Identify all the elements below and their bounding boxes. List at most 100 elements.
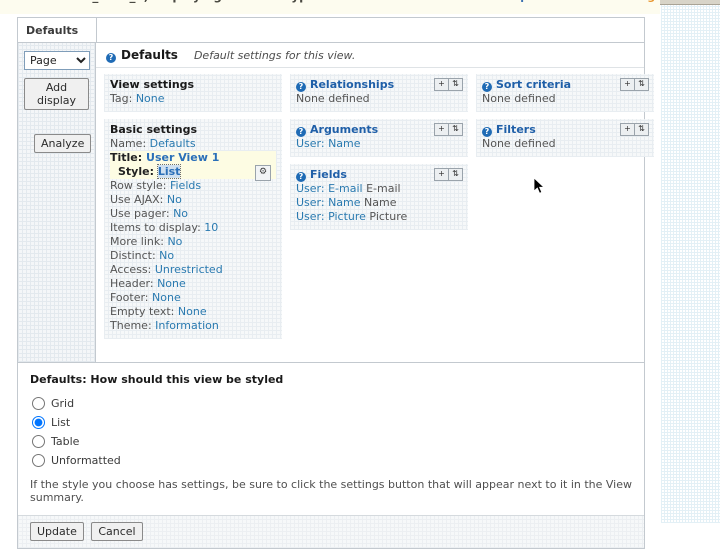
bucket-arguments: + ⇅ ? Arguments User: Name <box>290 119 468 157</box>
row-more-link: More link: No <box>110 235 276 249</box>
update-button[interactable]: Update <box>30 522 84 541</box>
row-label: More link: <box>110 235 164 248</box>
export-link[interactable]: Export <box>506 0 547 3</box>
row-value-link[interactable]: User View 1 <box>146 151 220 164</box>
style-option-list[interactable]: List <box>30 416 632 429</box>
row-use-pager: Use pager: No <box>110 207 276 221</box>
help-icon[interactable]: ? <box>106 53 116 63</box>
field-link[interactable]: User: E-mail <box>296 182 363 195</box>
style-label-list[interactable]: List <box>51 416 71 429</box>
style-radio-list[interactable] <box>32 416 45 429</box>
help-icon[interactable]: ? <box>296 127 306 137</box>
help-icon[interactable]: ? <box>296 82 306 92</box>
row-value-link[interactable]: 10 <box>204 221 219 234</box>
display-type-select[interactable]: PageBlockFeedAttachment <box>24 51 90 70</box>
summary-column-right: + ⇅ ? Sort criteria None defined + ⇅ <box>476 74 654 346</box>
row-value-link[interactable]: None <box>135 92 165 105</box>
add-icon[interactable]: + <box>620 78 635 91</box>
style-label-unformatted[interactable]: Unformatted <box>51 454 121 467</box>
row-label: Items to display: <box>110 221 201 234</box>
bucket-title-filters[interactable]: ? Filters <box>482 123 648 137</box>
relationships-empty: None defined <box>296 92 370 105</box>
add-icon[interactable]: + <box>434 78 449 91</box>
row-label: Header: <box>110 277 154 290</box>
changed-view-link[interactable]: Changed View <box>616 0 704 3</box>
add-icon[interactable]: + <box>434 168 449 181</box>
row-items-to-display: Items to display: 10 <box>110 221 276 235</box>
style-label-table[interactable]: Table <box>51 435 80 448</box>
bucket-title-view-settings: View settings <box>110 78 276 91</box>
row-label: Access: <box>110 263 152 276</box>
rearrange-icon[interactable]: ⇅ <box>449 123 463 136</box>
row-value-link[interactable]: None <box>157 277 186 290</box>
style-option-table[interactable]: Table <box>30 435 632 448</box>
row-value-link[interactable]: No <box>173 207 189 220</box>
row-distinct: Distinct: No <box>110 249 276 263</box>
bucket-view-settings: View settings Tag: None <box>104 74 282 112</box>
bucket-title-arguments[interactable]: ? Arguments <box>296 123 462 137</box>
bucket-relationships: + ⇅ ? Relationships None defined <box>290 74 468 112</box>
row-value-link[interactable]: None <box>177 305 207 318</box>
bucket-actions-fields[interactable]: + ⇅ <box>434 168 463 181</box>
argument-link[interactable]: User: Name <box>296 137 361 150</box>
row-title: Title: User View 1 <box>110 151 276 165</box>
display-tab-defaults[interactable]: Defaults <box>18 18 96 42</box>
row-value-link[interactable]: Defaults <box>149 137 196 150</box>
row-value-link[interactable]: No <box>159 249 175 262</box>
rearrange-icon[interactable]: ⇅ <box>635 78 649 91</box>
style-option-unformatted[interactable]: Unformatted <box>30 454 632 467</box>
row-tag: Tag: None <box>110 92 276 106</box>
rearrange-icon[interactable]: ⇅ <box>449 168 463 181</box>
row-label: Empty text: <box>110 305 175 318</box>
row-footer: Footer: None <box>110 291 276 305</box>
row-value-link[interactable]: Unrestricted <box>154 263 223 276</box>
row-value-link[interactable]: No <box>166 193 182 206</box>
style-option-grid[interactable]: Grid <box>30 397 632 410</box>
style-radio-table[interactable] <box>32 435 45 448</box>
add-icon[interactable]: + <box>434 123 449 136</box>
bucket-title-sort-criteria[interactable]: ? Sort criteria <box>482 78 648 92</box>
add-icon[interactable]: + <box>620 123 635 136</box>
add-display-button[interactable]: Add display <box>24 78 89 110</box>
bucket-fields: + ⇅ ? Fields User: E-mail E-mail User: <box>290 164 468 230</box>
clone-link[interactable]: Clone <box>564 0 599 3</box>
bucket-title-fields[interactable]: ? Fields <box>296 168 462 182</box>
field-link[interactable]: User: Picture <box>296 210 366 223</box>
cancel-button[interactable]: Cancel <box>91 522 143 541</box>
help-icon[interactable]: ? <box>482 127 492 137</box>
bucket-label: Arguments <box>310 123 379 136</box>
row-value-link[interactable]: None <box>152 291 181 304</box>
row-label: Tag: <box>110 92 133 105</box>
row-label: Use pager: <box>110 207 170 220</box>
analyze-button[interactable]: Analyze <box>34 134 92 153</box>
bucket-actions-filters[interactable]: + ⇅ <box>620 123 649 136</box>
style-label-grid[interactable]: Grid <box>51 397 75 410</box>
row-label: Row style: <box>110 179 167 192</box>
bucket-actions-sort-criteria[interactable]: + ⇅ <box>620 78 649 91</box>
row-row-style: Row style: Fields <box>110 179 276 193</box>
bucket-basic-settings: Basic settings Name: Defaults Title: Use… <box>104 119 282 339</box>
clipped-page-header: View user_view_1, displaying items of ty… <box>0 0 720 14</box>
header-links[interactable]: Export Clone Changed View <box>492 0 704 3</box>
field-link[interactable]: User: Name <box>296 196 361 209</box>
help-icon[interactable]: ? <box>296 172 306 182</box>
row-label: Footer: <box>110 291 149 304</box>
help-icon[interactable]: ? <box>482 82 492 92</box>
row-value-link[interactable]: Information <box>155 319 219 332</box>
view-page-header: View user_view_1, displaying items of ty… <box>0 0 660 14</box>
bucket-title-basic-settings: Basic settings <box>110 123 276 136</box>
summary-column-left: View settings Tag: None Basic settings N… <box>104 74 282 346</box>
style-radio-grid[interactable] <box>32 397 45 410</box>
gear-icon[interactable]: ⚙ <box>255 165 271 181</box>
bucket-actions-relationships[interactable]: + ⇅ <box>434 78 463 91</box>
row-value-link[interactable]: No <box>167 235 183 248</box>
row-value-link[interactable]: List <box>156 164 182 179</box>
style-radio-unformatted[interactable] <box>32 454 45 467</box>
rearrange-icon[interactable]: ⇅ <box>635 123 649 136</box>
bucket-actions-arguments[interactable]: + ⇅ <box>434 123 463 136</box>
display-heading-description: Default settings for this view. <box>193 49 356 62</box>
row-empty-text: Empty text: None <box>110 305 276 319</box>
rearrange-icon[interactable]: ⇅ <box>449 78 463 91</box>
row-value-link[interactable]: Fields <box>169 179 202 192</box>
bucket-title-relationships[interactable]: ? Relationships <box>296 78 462 92</box>
